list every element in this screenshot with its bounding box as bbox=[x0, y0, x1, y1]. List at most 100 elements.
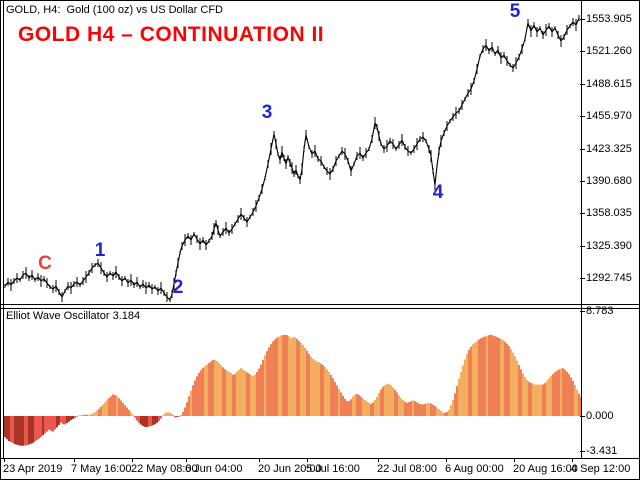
wave-label-4: 4 bbox=[432, 182, 444, 203]
osc-bar bbox=[40, 416, 42, 437]
osc-bar bbox=[308, 353, 310, 416]
osc-bar bbox=[382, 386, 384, 416]
osc-bar bbox=[130, 412, 132, 416]
osc-bar bbox=[124, 405, 126, 416]
osc-bar bbox=[350, 399, 352, 416]
osc-bar bbox=[342, 395, 344, 416]
osc-bar bbox=[154, 416, 156, 425]
osc-bar bbox=[254, 374, 256, 416]
osc-bar bbox=[454, 393, 456, 416]
wave-label-2: 2 bbox=[172, 277, 184, 298]
osc-bar bbox=[458, 378, 460, 416]
osc-bar bbox=[478, 339, 480, 416]
osc-bar bbox=[466, 353, 468, 416]
time-tick-label: 20 Aug 16:00 bbox=[513, 463, 578, 475]
time-tick-label: 7 May 16:00 bbox=[71, 463, 132, 475]
osc-bar bbox=[460, 371, 462, 416]
osc-bar bbox=[56, 416, 58, 428]
osc-bar bbox=[294, 337, 296, 416]
osc-bar bbox=[510, 349, 512, 416]
osc-bar bbox=[230, 373, 232, 416]
osc-bar bbox=[532, 383, 534, 416]
osc-bar bbox=[360, 396, 362, 416]
osc-bar bbox=[72, 416, 74, 419]
osc-bar bbox=[400, 398, 402, 416]
osc-bar bbox=[176, 416, 178, 417]
osc-tick-label: 0.000 bbox=[586, 410, 614, 422]
osc-bar bbox=[482, 337, 484, 416]
price-tick-mark bbox=[580, 148, 585, 150]
osc-bar bbox=[50, 416, 52, 431]
osc-bar bbox=[26, 416, 28, 446]
osc-bar bbox=[504, 341, 506, 416]
osc-bar bbox=[448, 410, 450, 416]
osc-bar bbox=[514, 356, 516, 416]
osc-bar bbox=[108, 398, 110, 416]
osc-bar bbox=[330, 375, 332, 416]
osc-bar bbox=[234, 374, 236, 416]
time-tick-mark bbox=[4, 458, 5, 462]
osc-bar bbox=[104, 402, 106, 416]
osc-bar bbox=[408, 402, 410, 416]
osc-bar bbox=[546, 380, 548, 416]
osc-bar bbox=[498, 337, 500, 416]
osc-bar bbox=[248, 373, 250, 416]
time-tick-label: 6 Aug 00:00 bbox=[445, 463, 504, 475]
osc-bar bbox=[564, 369, 566, 416]
osc-bar bbox=[540, 384, 542, 416]
osc-bar bbox=[136, 416, 138, 421]
osc-bar bbox=[286, 335, 288, 416]
osc-bar bbox=[550, 375, 552, 416]
time-axis-line bbox=[1, 458, 639, 459]
osc-bar bbox=[158, 416, 160, 422]
osc-bar bbox=[406, 402, 408, 416]
osc-bar bbox=[232, 374, 234, 416]
osc-bar bbox=[424, 404, 426, 416]
osc-bar bbox=[94, 412, 96, 416]
osc-bar bbox=[322, 365, 324, 416]
osc-bar bbox=[410, 401, 412, 416]
price-scale-border[interactable] bbox=[581, 1, 582, 458]
osc-bar bbox=[60, 416, 62, 423]
osc-bar bbox=[134, 416, 136, 418]
osc-bar bbox=[212, 359, 214, 416]
osc-bar bbox=[188, 396, 190, 416]
osc-bar bbox=[180, 415, 182, 416]
price-tick-label: 1553.905 bbox=[586, 13, 632, 25]
osc-bar bbox=[358, 395, 360, 416]
osc-bar bbox=[326, 369, 328, 416]
osc-bar bbox=[416, 402, 418, 416]
osc-bar bbox=[272, 341, 274, 416]
osc-bar bbox=[140, 416, 142, 425]
osc-bar bbox=[314, 360, 316, 416]
time-tick-mark bbox=[186, 458, 187, 462]
osc-bar bbox=[490, 334, 492, 416]
price-tick-mark bbox=[580, 51, 585, 53]
osc-bar bbox=[204, 366, 206, 416]
osc-bar bbox=[554, 372, 556, 416]
osc-bar bbox=[170, 413, 172, 416]
osc-bar bbox=[116, 396, 118, 416]
osc-bar bbox=[68, 416, 70, 422]
osc-bar bbox=[542, 384, 544, 416]
panel-separator-bottom[interactable] bbox=[1, 308, 639, 309]
osc-bar bbox=[88, 415, 90, 416]
osc-bar bbox=[86, 414, 88, 416]
osc-bar bbox=[530, 382, 532, 416]
osc-bar bbox=[380, 389, 382, 416]
osc-bar bbox=[362, 398, 364, 416]
panel-separator-top[interactable] bbox=[1, 304, 639, 305]
osc-bar bbox=[494, 336, 496, 416]
osc-bar bbox=[42, 416, 44, 436]
osc-bar bbox=[356, 393, 358, 416]
osc-bar bbox=[268, 347, 270, 416]
osc-bar bbox=[138, 416, 140, 423]
osc-bar bbox=[492, 335, 494, 416]
osc-bar bbox=[398, 395, 400, 416]
osc-bar bbox=[244, 370, 246, 416]
osc-bar bbox=[390, 385, 392, 416]
time-tick-mark bbox=[259, 458, 260, 462]
osc-bar bbox=[536, 384, 538, 416]
